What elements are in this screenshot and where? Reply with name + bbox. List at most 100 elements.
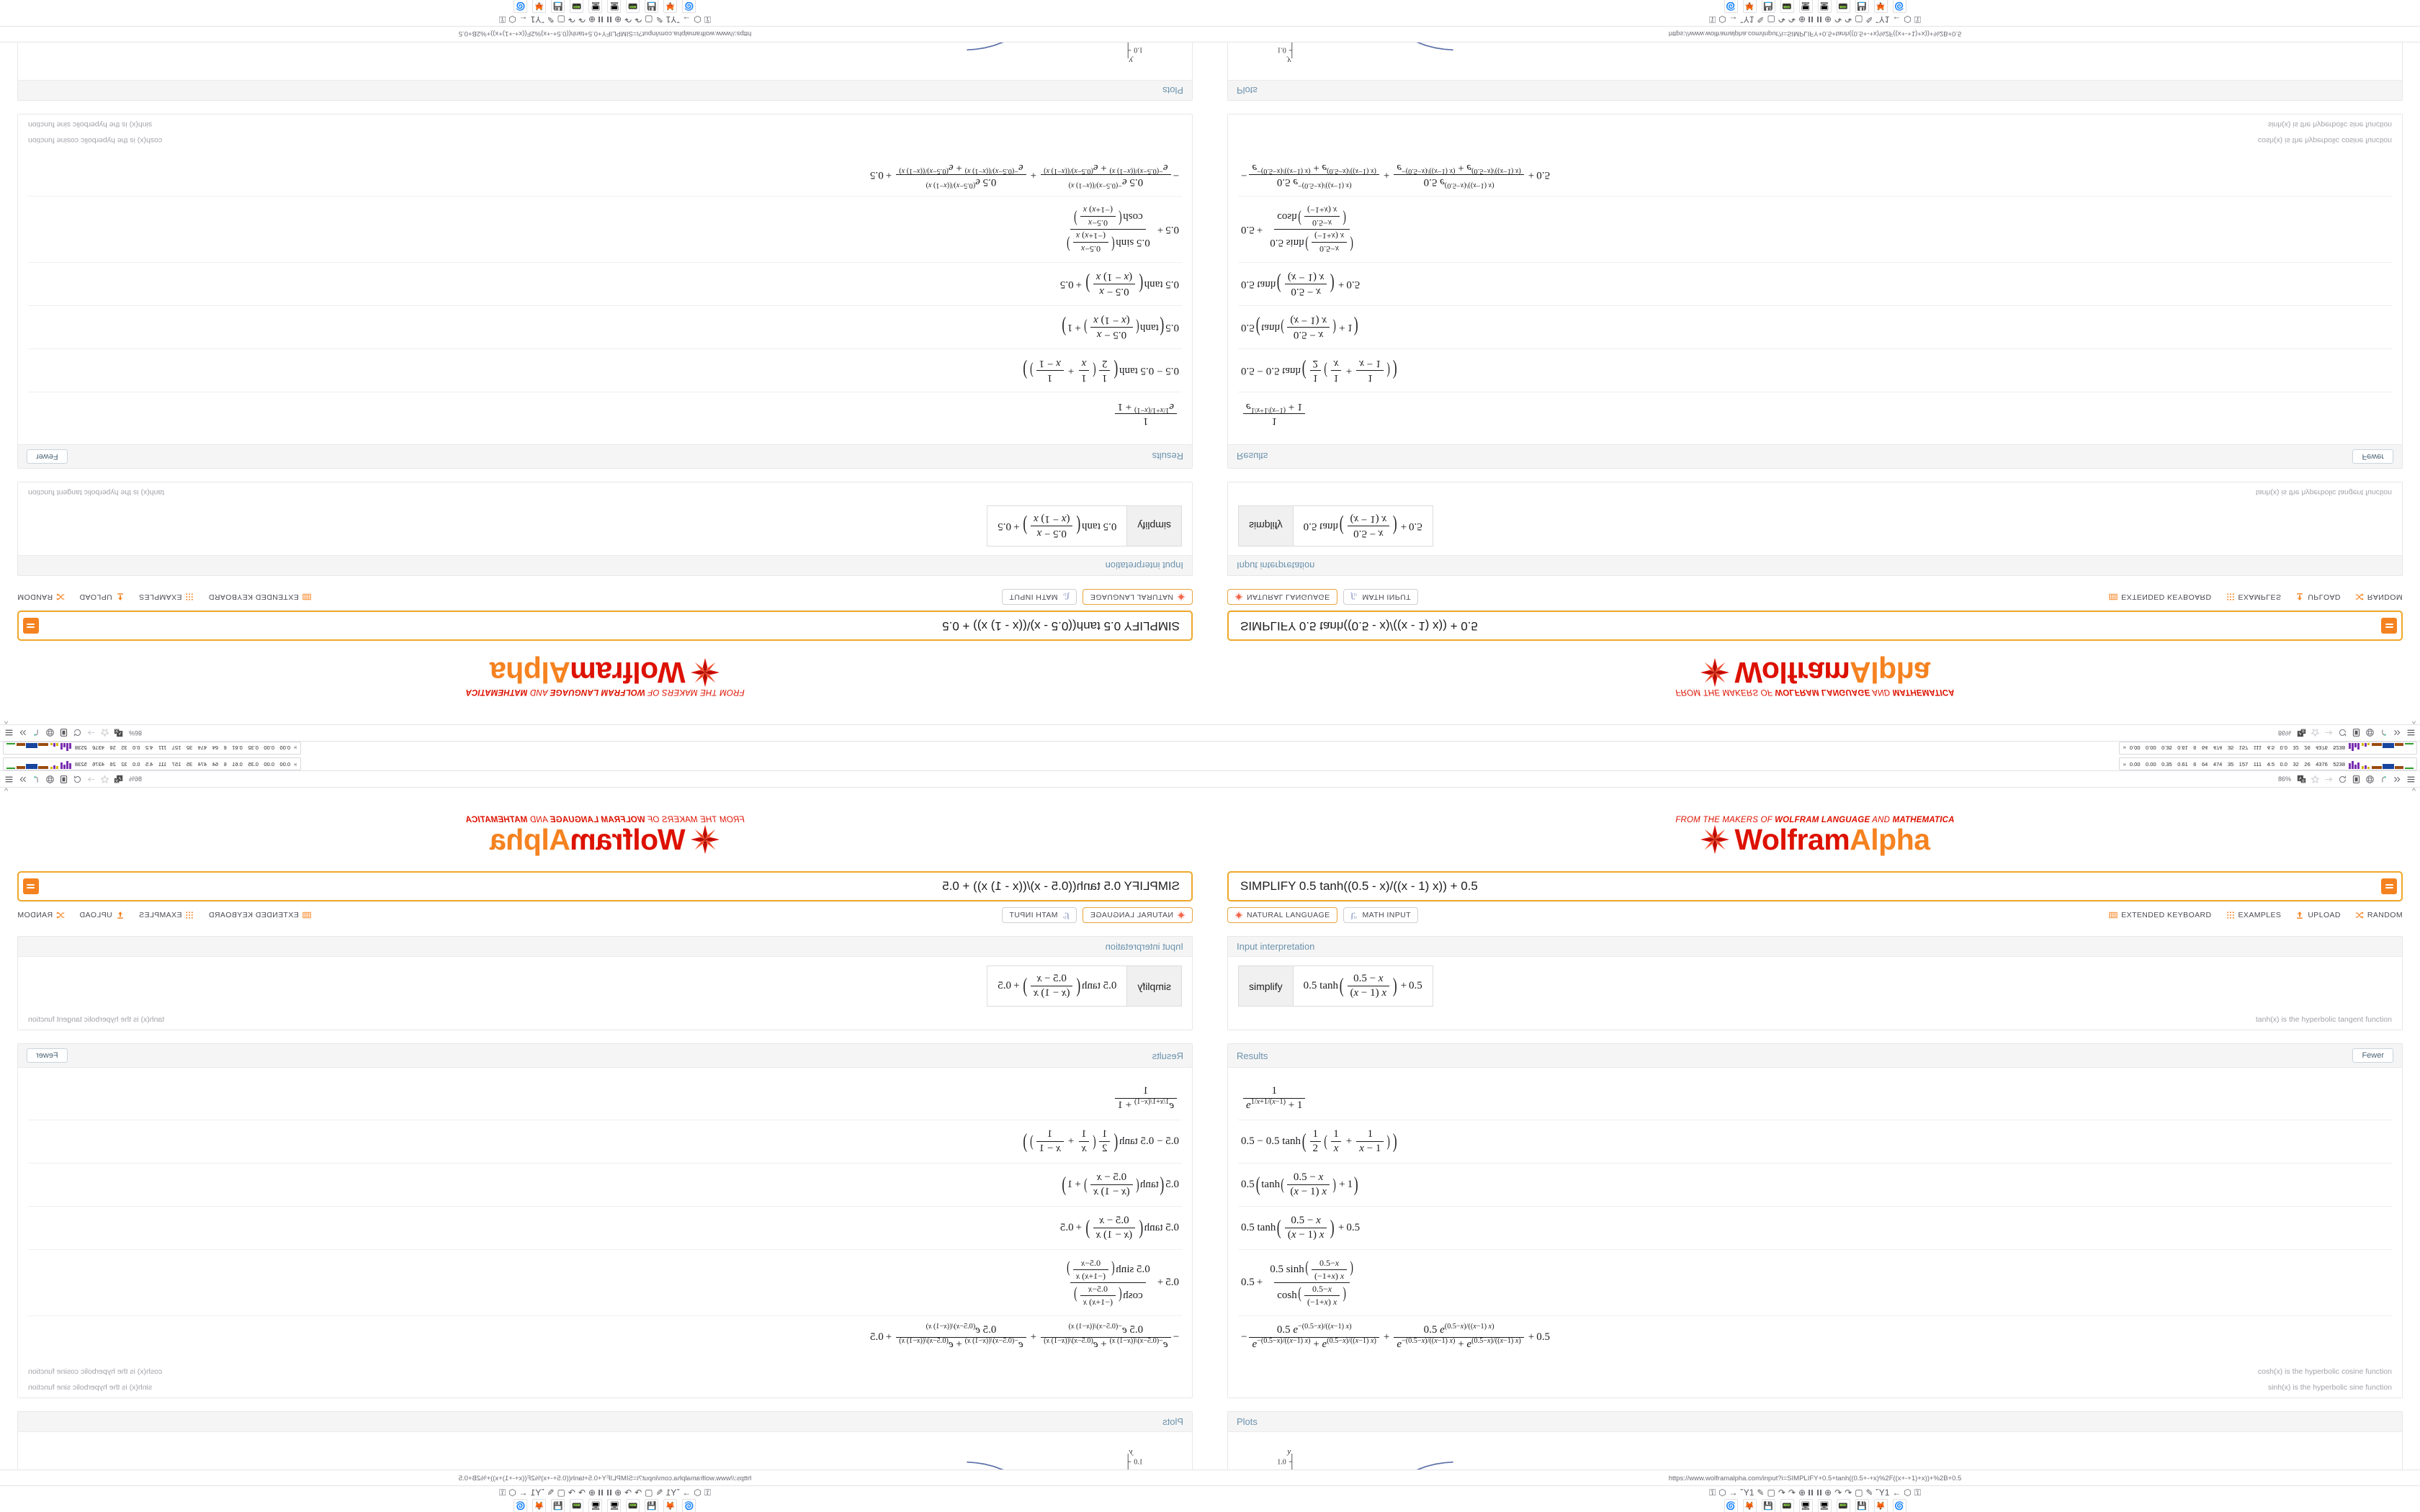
- workspace-glyph[interactable]: ←: [1892, 14, 1901, 24]
- firefox-icon[interactable]: 🦊: [532, 0, 547, 14]
- workspace-row[interactable]: ⚿ ⬡ → Ὕ1 ✎ ▢ ↷ ↷ ⊕ ⊕ ↷ ↷ ▢ ✎ Ὕ1 ← ⬡ ⚿: [1210, 1486, 2420, 1499]
- random-button[interactable]: RANDOM: [2355, 911, 2403, 919]
- workspace-glyph[interactable]: ↷: [635, 1488, 642, 1498]
- share-icon[interactable]: [2379, 729, 2388, 738]
- blender-icon[interactable]: 🌀: [1892, 0, 1906, 14]
- fewer-button[interactable]: Fewer: [27, 449, 68, 464]
- firefox-icon[interactable]: 🦊: [1873, 1498, 1888, 1512]
- natural-language-button[interactable]: NATURAL LANGUAGE: [1083, 589, 1193, 605]
- share-icon[interactable]: [2379, 775, 2388, 784]
- floppy-disk-icon[interactable]: 💾: [551, 1498, 565, 1512]
- wolframalpha-logo[interactable]: WolframAlpha: [1700, 824, 1930, 855]
- blender-icon[interactable]: 🌀: [514, 1498, 528, 1512]
- upload-button[interactable]: UPLOAD: [79, 593, 125, 601]
- forward-arrow-icon[interactable]: [86, 775, 96, 784]
- workspace-glyph[interactable]: ⊕: [588, 1488, 596, 1498]
- workspace-glyph[interactable]: →: [1729, 14, 1738, 24]
- terminal-icon[interactable]: 📟: [626, 1498, 640, 1512]
- terminal-icon[interactable]: 📟: [570, 0, 584, 14]
- monitor-icon[interactable]: 🖥: [1798, 1498, 1813, 1512]
- sysmon-caret-icon[interactable]: »: [294, 744, 297, 752]
- workspace-glyph[interactable]: ↷: [1788, 14, 1796, 24]
- forward-arrow-icon[interactable]: [2324, 775, 2334, 784]
- workspace-glyph[interactable]: ↷: [578, 14, 586, 24]
- workspace-glyph[interactable]: →: [1729, 1488, 1738, 1498]
- sysmon-caret-icon[interactable]: »: [294, 760, 297, 768]
- forward-arrow-icon[interactable]: [86, 729, 96, 738]
- forward-arrow-icon[interactable]: [2324, 729, 2334, 738]
- firefox-icon[interactable]: 🦊: [663, 1498, 678, 1512]
- workspace-glyph[interactable]: ✎: [1757, 1488, 1765, 1498]
- extended-keyboard-button[interactable]: EXTENDED KEYBOARD: [208, 593, 311, 601]
- hamburger-menu-icon[interactable]: [4, 775, 14, 784]
- workspace-glyph[interactable]: Ὕ1: [1876, 14, 1890, 24]
- zoom-level-label[interactable]: 86%: [129, 775, 143, 783]
- terminal-icon[interactable]: 📟: [1780, 0, 1794, 14]
- overflow-chevrons-icon[interactable]: [18, 729, 27, 738]
- workspace-glyph[interactable]: ←: [519, 14, 528, 24]
- bookmark-star-icon[interactable]: [2311, 774, 2320, 784]
- share-icon[interactable]: [32, 775, 41, 784]
- workspace-glyph[interactable]: Ὕ1: [666, 14, 680, 24]
- natural-language-button[interactable]: NATURAL LANGUAGE: [1083, 907, 1193, 923]
- container-globe-icon[interactable]: [45, 729, 55, 738]
- workspace-glyph[interactable]: ▢: [1855, 14, 1863, 24]
- monitor-icon[interactable]: 🖥: [1817, 1498, 1832, 1512]
- workspace-glyph[interactable]: ⚿: [1709, 14, 1716, 25]
- workspace-glyph[interactable]: ▢: [557, 1488, 565, 1498]
- extended-keyboard-button[interactable]: EXTENDED KEYBOARD: [2109, 911, 2211, 919]
- container-globe-icon[interactable]: [45, 775, 55, 784]
- workspace-glyph[interactable]: ↷: [624, 14, 632, 24]
- equal-button[interactable]: [2381, 878, 2397, 894]
- workspace-glyph[interactable]: ⚿: [1914, 1487, 1921, 1498]
- reload-icon[interactable]: [73, 729, 82, 738]
- fewer-button[interactable]: Fewer: [2352, 1048, 2393, 1063]
- overflow-chevrons-icon[interactable]: [2393, 775, 2402, 784]
- examples-button[interactable]: EXAMPLES: [2226, 593, 2281, 601]
- search-box[interactable]: [1227, 871, 2403, 901]
- floppy-disk-icon[interactable]: 💾: [645, 0, 659, 14]
- workspace-glyph[interactable]: ⊕: [1824, 14, 1832, 24]
- fewer-button[interactable]: Fewer: [2352, 449, 2393, 464]
- monitor-icon[interactable]: 🖥: [1798, 0, 1813, 14]
- floppy-disk-icon[interactable]: 💾: [1855, 0, 1869, 14]
- workspace-glyph[interactable]: →: [682, 14, 691, 24]
- floppy-disk-icon[interactable]: 💾: [1855, 1498, 1869, 1512]
- workspace-glyph[interactable]: ←: [519, 1488, 528, 1498]
- blender-icon[interactable]: 🌀: [682, 0, 696, 14]
- natural-language-button[interactable]: NATURAL LANGUAGE: [1227, 907, 1337, 923]
- workspace-glyph[interactable]: ↷: [1845, 1488, 1852, 1498]
- chevron-up-icon[interactable]: ^: [4, 787, 9, 796]
- random-button[interactable]: RANDOM: [17, 911, 65, 919]
- workspace-glyph[interactable]: ↷: [1788, 1488, 1796, 1498]
- tab-strip[interactable]: » 0.00 0.00 0.35 0.61 6 64 474 35 157 11…: [1210, 741, 2420, 756]
- firefox-icon[interactable]: 🦊: [1742, 1498, 1757, 1512]
- reader-view-icon[interactable]: [2352, 729, 2361, 738]
- random-button[interactable]: RANDOM: [2355, 593, 2403, 601]
- workspace-glyph[interactable]: ✎: [1865, 1488, 1873, 1498]
- math-input-button[interactable]: ∫ π Σ∂ MATH INPUT: [1002, 907, 1077, 923]
- workspace-glyph[interactable]: ▢: [1767, 14, 1775, 24]
- blender-icon[interactable]: 🌀: [1892, 1498, 1906, 1512]
- workspace-row[interactable]: ⚿ ⬡ → Ὕ1 ✎ ▢ ↷ ↷ ⊕ ⊕ ↷ ↷ ▢ ✎ Ὕ1 ← ⬡ ⚿: [1210, 13, 2420, 26]
- workspace-glyph[interactable]: ⬡: [694, 1488, 702, 1498]
- workspace-glyph[interactable]: Ὕ1: [530, 1488, 544, 1498]
- monitor-icon[interactable]: 🖥: [607, 0, 622, 14]
- upload-button[interactable]: UPLOAD: [2295, 911, 2341, 919]
- monitor-icon[interactable]: 🖥: [607, 1498, 622, 1512]
- chevron-up-icon[interactable]: ^: [2411, 716, 2416, 725]
- search-box[interactable]: [17, 871, 1193, 901]
- terminal-icon[interactable]: 📟: [626, 0, 640, 14]
- floppy-disk-icon[interactable]: 💾: [645, 1498, 659, 1512]
- chevron-up-icon[interactable]: ^: [2411, 787, 2416, 796]
- extended-keyboard-button[interactable]: EXTENDED KEYBOARD: [2109, 593, 2212, 601]
- monitor-icon[interactable]: 🖥: [588, 0, 603, 14]
- search-box[interactable]: [17, 611, 1193, 641]
- workspace-glyph[interactable]: ↷: [568, 14, 575, 24]
- workspace-glyph[interactable]: ↷: [578, 1488, 586, 1498]
- container-globe-icon[interactable]: [2365, 775, 2375, 784]
- zoom-level-label[interactable]: 86%: [2277, 775, 2291, 783]
- workspace-glyph[interactable]: ⬡: [1904, 1488, 1912, 1498]
- workspace-glyph[interactable]: →: [682, 1488, 691, 1498]
- workspace-glyph[interactable]: Ὕ1: [530, 14, 544, 24]
